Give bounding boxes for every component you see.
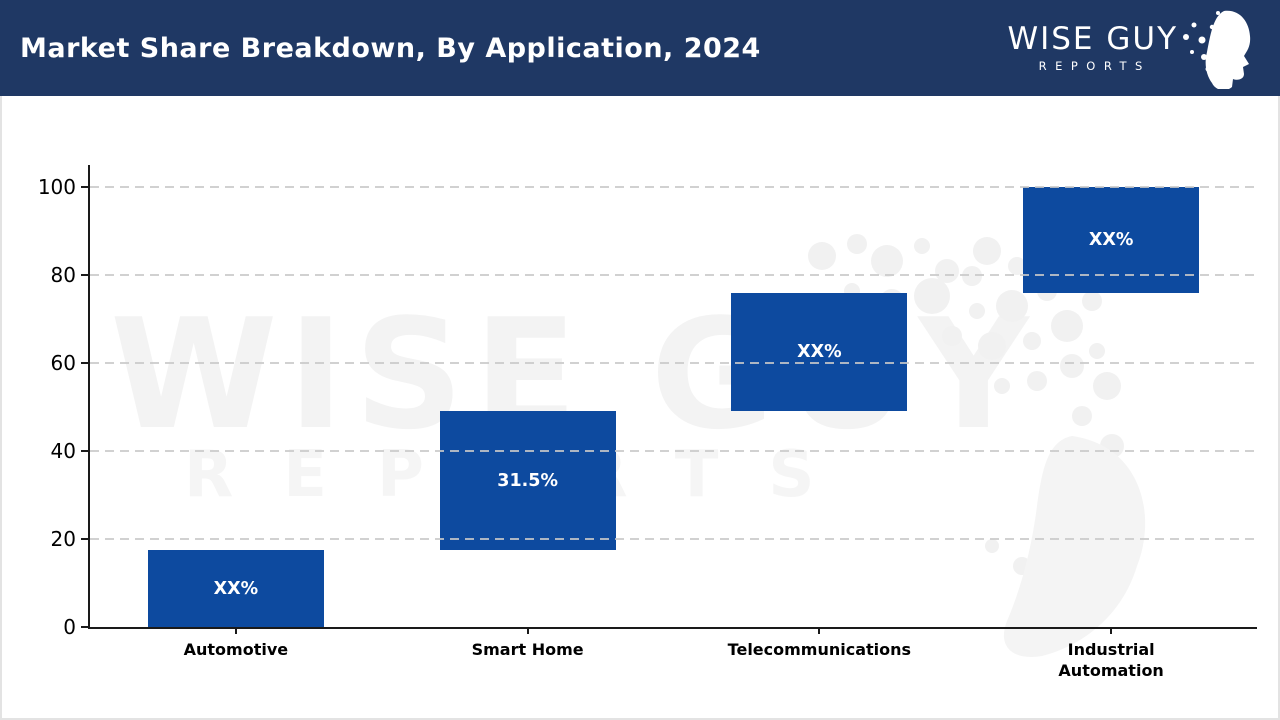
y-tick-label-0: 0 (63, 615, 76, 639)
bar-value-label: XX% (797, 341, 842, 362)
y-tick-label-100: 100 (37, 175, 76, 199)
category-label-automotive: Automotive (183, 640, 289, 659)
y-tick-label-20: 20 (50, 527, 76, 551)
y-tick-label-40: 40 (50, 439, 76, 463)
y-tick-0 (81, 626, 88, 628)
category-label-industrial-automation: Industrial Automation (1058, 640, 1164, 680)
bar-value-label: XX% (213, 578, 259, 599)
x-tick-smart-home (526, 628, 529, 634)
x-axis-line (88, 627, 1257, 629)
logo-name: WISE GUY (1007, 20, 1178, 57)
wiseguy-head-icon (1183, 10, 1251, 89)
bar-value-label: XX% (1088, 229, 1134, 250)
y-axis-line (88, 165, 90, 629)
bar-automotive: XX% (147, 550, 324, 627)
category-label-smart-home: Smart Home (471, 640, 584, 659)
y-tick-40 (81, 450, 88, 452)
y-tick-100 (81, 186, 88, 188)
x-tick-automotive (234, 628, 237, 634)
y-gridline-40 (90, 450, 1257, 452)
bar-telecommunications: XX% (731, 292, 908, 412)
logo-wordmark: WISE GUY REPORTS (1007, 20, 1178, 73)
chart-title: Market Share Breakdown, By Application, … (20, 32, 761, 64)
bar-smart-home: 31.5% (439, 411, 616, 550)
brand-logo: WISE GUY REPORTS (1007, 7, 1254, 89)
y-gridline-100 (90, 186, 1257, 188)
category-label-telecommunications: Telecommunications (727, 640, 912, 659)
y-tick-60 (81, 362, 88, 364)
y-gridline-20 (90, 538, 1257, 540)
y-tick-label-60: 60 (50, 351, 76, 375)
chart-area: WISE GUY REPORTS (0, 96, 1280, 720)
logo-subtitle: REPORTS (1038, 58, 1151, 73)
x-tick-telecommunications (818, 628, 821, 634)
y-tick-80 (81, 274, 88, 276)
bar-value-label: 31.5% (497, 470, 558, 491)
y-gridline-80 (90, 274, 1257, 276)
header-bar: Market Share Breakdown, By Application, … (0, 0, 1280, 96)
y-tick-20 (81, 538, 88, 540)
y-tick-label-80: 80 (50, 263, 76, 287)
y-gridline-60 (90, 362, 1257, 364)
bar-industrial-automation: XX% (1023, 187, 1200, 293)
